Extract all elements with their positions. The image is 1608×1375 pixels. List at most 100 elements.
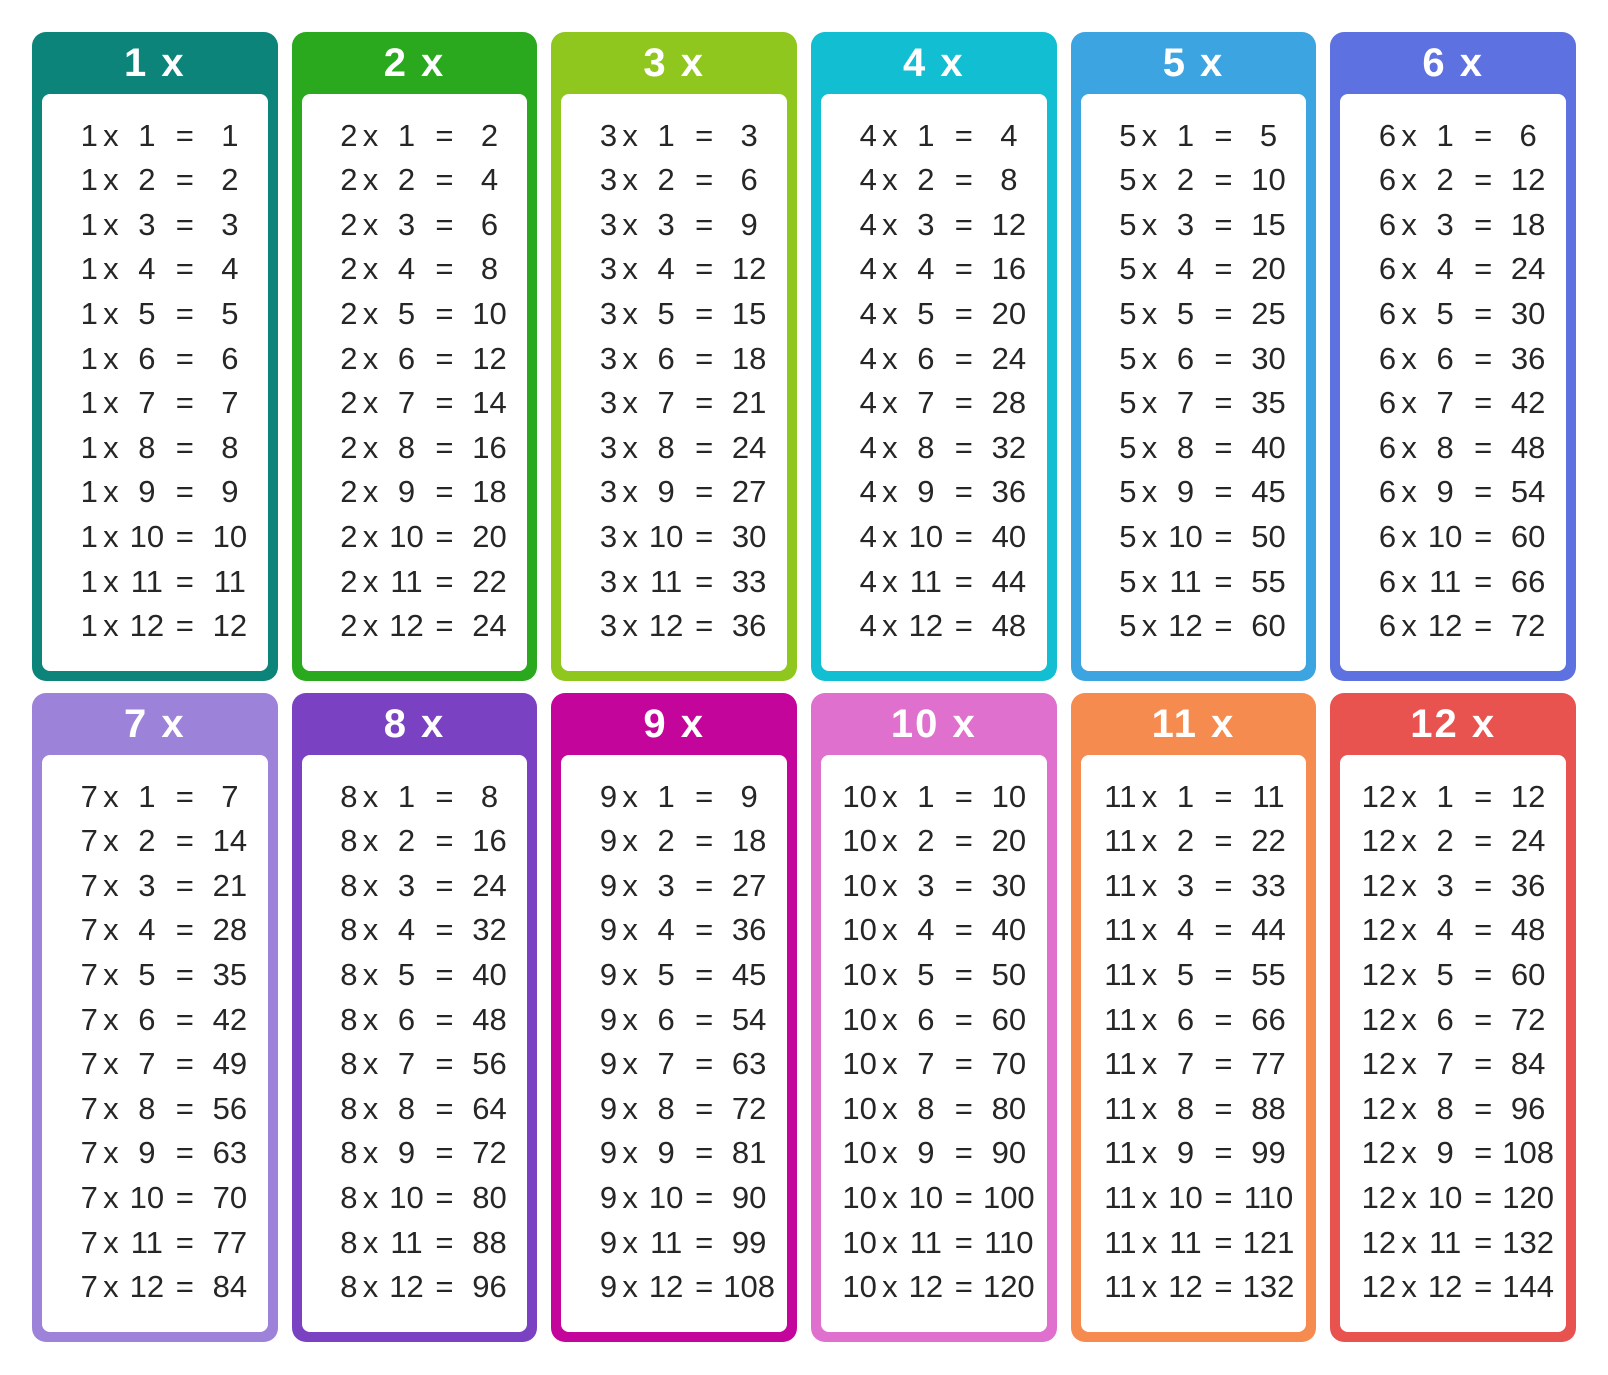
equation-row: 1 x 11 = 11 [42,566,268,597]
multiplier: 6 [657,1001,675,1037]
card-header: 8 x [292,693,538,755]
equation-row: 7 x 12 = 84 [42,1271,268,1302]
times-symbol: x [1401,1001,1417,1037]
equals-symbol: = [435,296,454,332]
product: 12 [991,206,1027,242]
card-title: 4 x [903,41,965,85]
equation-row: 9 x 5 = 45 [561,959,787,990]
equation-row: 1 x 3 = 3 [42,209,268,240]
multiplier: 12 [908,1269,944,1305]
times-symbol: x [1141,385,1158,421]
times-symbol: x [1141,957,1158,993]
equation-row: 8 x 10 = 80 [302,1182,528,1213]
times-symbol: x [362,429,379,465]
multiplicand: 8 [340,823,358,859]
times-symbol: x [1141,823,1158,859]
multiplier: 2 [1176,162,1195,198]
card-body: 10 x 1 = 10 10 x 2 = 20 10 x 3 = 30 10 x… [821,755,1047,1332]
times-symbol: x [882,385,898,421]
equals-symbol: = [435,867,454,903]
equals-symbol: = [175,117,194,153]
equation-row: 3 x 7 = 21 [561,387,787,418]
equation-row: 8 x 6 = 48 [302,1004,528,1035]
multiplicand: 9 [599,912,618,948]
card-body: 7 x 1 = 7 7 x 2 = 14 7 x 3 = 21 7 x 4 = … [42,755,268,1332]
times-symbol: x [1401,429,1417,465]
times-symbol: x [362,957,379,993]
product: 42 [212,1001,248,1037]
product: 108 [1502,1135,1555,1171]
equation-row: 12 x 5 = 60 [1340,959,1566,990]
multiplicand: 5 [1119,563,1137,599]
times-symbol: x [622,162,638,198]
times-symbol: x [1401,474,1417,510]
multiplier: 2 [917,823,935,859]
equals-symbol: = [695,867,714,903]
multiplier: 5 [138,296,156,332]
product: 32 [472,912,507,948]
multiplier: 12 [1427,608,1463,644]
equals-symbol: = [695,1090,714,1126]
equation-row: 10 x 4 = 40 [821,914,1047,945]
equation-row: 11 x 1 = 11 [1081,781,1307,812]
multiplier: 2 [397,162,416,198]
multiplicand: 1 [80,474,98,510]
equals-symbol: = [954,385,973,421]
equals-symbol: = [695,474,714,510]
card-header: 5 x [1071,32,1317,94]
times-symbol: x [103,912,119,948]
equals-symbol: = [695,385,714,421]
equation-row: 4 x 1 = 4 [821,120,1047,151]
multiplier: 3 [138,867,156,903]
equation-row: 6 x 9 = 54 [1340,476,1566,507]
multiplicand: 6 [1378,474,1397,510]
equation-row: 5 x 10 = 50 [1081,521,1307,552]
multiplier: 3 [657,867,675,903]
times-symbol: x [1401,912,1417,948]
product: 27 [731,474,767,510]
equation-row: 10 x 6 = 60 [821,1004,1047,1035]
multiplier: 11 [1429,1224,1462,1260]
card-title: 1 x [124,41,186,85]
equals-symbol: = [1214,162,1233,198]
multiplier: 12 [1168,1269,1203,1305]
times-symbol: x [1141,1090,1158,1126]
equation-row: 11 x 5 = 55 [1081,959,1307,990]
multiplier: 9 [138,474,156,510]
equals-symbol: = [695,429,714,465]
times-symbol: x [882,823,898,859]
equation-row: 2 x 9 = 18 [302,476,528,507]
equals-symbol: = [954,296,973,332]
times-symbol: x [882,608,898,644]
equals-symbol: = [954,867,973,903]
times-symbol: x [1401,957,1417,993]
multiplier: 8 [1176,429,1195,465]
times-symbol: x [622,474,638,510]
times-symbol: x [1141,867,1158,903]
multiplier: 12 [129,608,165,644]
equation-row: 2 x 6 = 12 [302,343,528,374]
multiplicand: 3 [599,296,618,332]
multiplier: 3 [657,206,675,242]
multiplier: 1 [1176,778,1195,814]
multiplier: 3 [1436,206,1454,242]
multiplicand: 10 [842,1180,877,1216]
times-symbol: x [362,912,379,948]
equation-row: 1 x 5 = 5 [42,298,268,329]
multiplicand: 2 [340,340,358,376]
multiplicand: 8 [340,1135,358,1171]
times-symbol: x [103,867,119,903]
times-symbol: x [103,385,119,421]
equals-symbol: = [1474,912,1493,948]
times-symbol: x [622,1046,638,1082]
product: 15 [731,296,767,332]
times-symbol: x [882,162,898,198]
equation-row: 1 x 6 = 6 [42,343,268,374]
product: 28 [991,385,1027,421]
multiplier: 10 [1427,1180,1463,1216]
product: 12 [1510,162,1546,198]
product: 40 [991,912,1027,948]
multiplicand: 3 [599,519,618,555]
multiplier: 9 [1176,474,1195,510]
multiplicand: 3 [599,608,618,644]
